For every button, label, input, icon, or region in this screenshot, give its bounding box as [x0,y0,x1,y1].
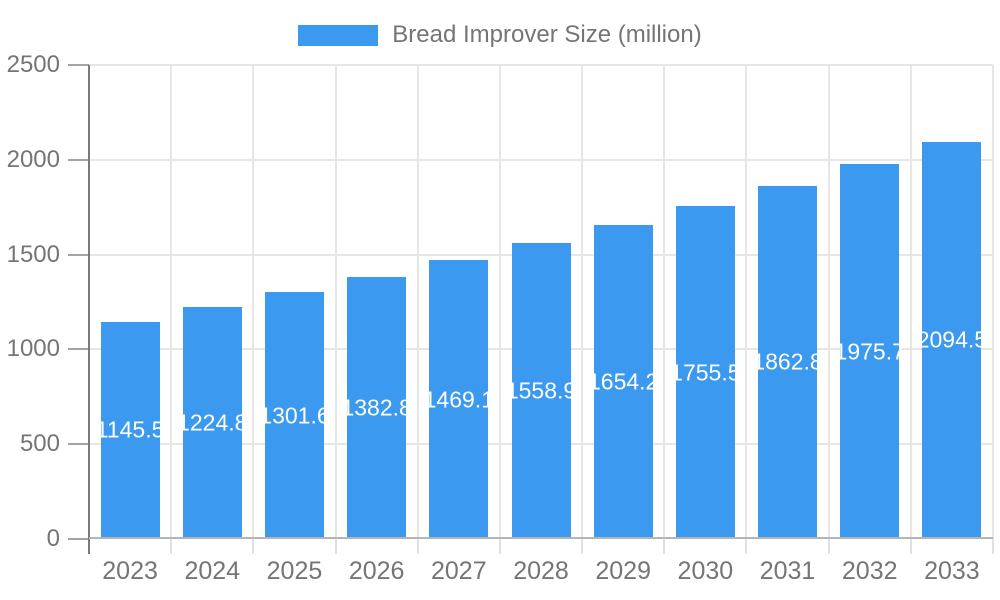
vertical-gridline [827,65,830,539]
x-axis-tick [992,539,994,554]
x-axis-label: 2023 [102,557,158,585]
y-axis-tick [68,348,89,351]
x-axis-tick [334,539,337,554]
x-axis-label: 2028 [513,557,569,585]
y-axis-tick [68,64,89,66]
horizontal-gridline [89,158,993,161]
legend: Bread Improver Size (million) [0,21,1000,49]
x-axis-label: 2026 [348,557,405,585]
bar[interactable] [264,292,324,539]
x-axis-tick [827,539,830,554]
x-axis-tick [170,539,173,554]
bar-value-label: 1654.2 [587,368,659,395]
x-axis-label: 2031 [759,557,816,585]
x-axis-label: 2027 [431,557,487,585]
vertical-gridline [909,65,912,539]
vertical-gridline [252,65,255,539]
bar[interactable] [922,141,982,539]
x-axis-tick [498,539,501,554]
vertical-gridline [498,65,501,539]
x-axis-tick [909,539,912,554]
y-axis-label: 2000 [6,145,60,173]
vertical-gridline [334,65,337,539]
plot-area: 1145.5 1224.8 1301.6 1382.8 1469.1 1558.9 1654… [89,64,994,539]
vertical-gridline [170,65,173,539]
bar[interactable] [182,306,242,539]
y-axis-tick [68,158,89,161]
x-axis-label: 2025 [266,557,323,585]
bar-value-label: 1301.6 [259,402,330,429]
vertical-gridline [416,65,419,539]
bar-value-label: 1558.9 [505,377,577,404]
vertical-gridline [663,65,666,539]
bar-value-label: 1224.8 [177,409,248,436]
x-axis-tick [663,539,666,554]
bar-value-label: 2094.5 [916,326,988,353]
vertical-gridline [745,65,748,539]
bar[interactable] [347,276,407,539]
x-axis-tick [581,539,584,554]
x-axis-label: 2030 [677,557,734,585]
bar[interactable] [758,185,818,539]
bar-value-label: 1469.1 [423,386,494,413]
bar[interactable] [675,206,735,539]
bar[interactable] [429,260,489,539]
legend-label: Bread Improver Size (million) [392,21,702,48]
y-axis-label: 1000 [6,335,60,363]
x-axis-label: 2033 [924,557,980,585]
y-axis-tick [68,253,89,256]
y-axis-label: 1500 [6,240,60,268]
legend-swatch [298,24,379,46]
bar[interactable] [840,164,900,539]
x-axis-label: 2029 [595,557,651,585]
x-axis-label: 2024 [184,557,241,585]
vertical-gridline [992,65,994,539]
bar-value-label: 1145.5 [95,416,165,443]
vertical-gridline [581,65,584,539]
bar-value-label: 1862.8 [752,348,823,375]
horizontal-gridline [89,64,993,66]
y-axis-tick [68,443,89,446]
bar[interactable] [511,243,571,539]
x-axis-tick [252,539,255,554]
bar[interactable] [100,321,160,539]
x-axis-baseline [89,537,993,539]
x-axis-tick [416,539,419,554]
bar[interactable] [593,225,653,539]
y-axis-label: 2500 [6,51,60,78]
y-axis-label: 0 [46,525,60,552]
y-axis-tick [68,538,89,540]
x-axis-tick [745,539,748,554]
y-axis-line [88,65,90,554]
y-axis-label: 500 [19,430,60,458]
bar-value-label: 1382.8 [341,394,412,421]
bar-value-label: 1975.7 [834,338,905,365]
bar-value-label: 1755.5 [670,359,741,386]
x-axis-label: 2032 [841,557,898,585]
